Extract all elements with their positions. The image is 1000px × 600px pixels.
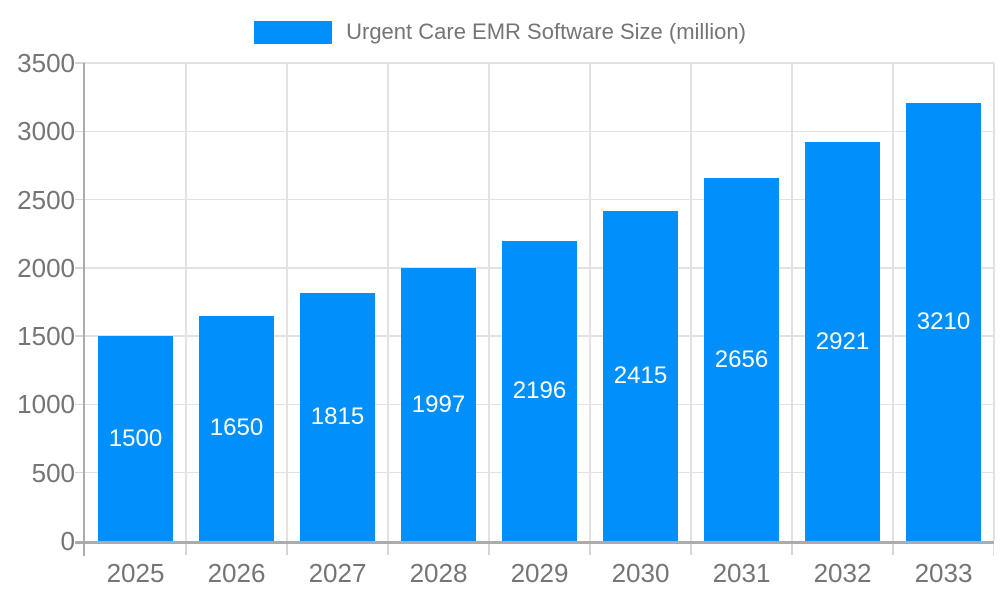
legend[interactable]: Urgent Care EMR Software Size (million)	[0, 18, 1000, 46]
y-axis-tick	[75, 198, 85, 201]
legend-label: Urgent Care EMR Software Size (million)	[346, 19, 746, 44]
y-axis-label: 0	[60, 526, 75, 556]
x-axis-label: 2025	[106, 558, 165, 588]
x-axis-label: 2030	[611, 558, 670, 588]
x-axis-label: 2033	[914, 558, 973, 588]
plot-area: 1500 1650 1815 1997 2196 2415 2656 2921 3210	[75, 62, 995, 556]
bar-value-label: 2196	[512, 377, 567, 405]
bar-value-label: 2921	[815, 327, 870, 355]
bar[interactable]: 1815	[300, 293, 375, 541]
gridline	[387, 63, 389, 541]
x-axis-label: 2032	[813, 558, 872, 588]
y-axis-label: 3500	[17, 48, 75, 78]
bar-value-label: 3210	[916, 307, 971, 335]
x-axis-tick	[892, 541, 894, 555]
bar[interactable]: 1500	[98, 336, 173, 541]
bar[interactable]: 2921	[805, 142, 880, 541]
bar-value-label: 1815	[310, 403, 365, 431]
gridline	[286, 63, 288, 541]
x-axis-tick	[791, 541, 793, 555]
y-axis-tick	[75, 403, 85, 406]
x-axis-label: 2029	[510, 558, 569, 588]
bar[interactable]: 1650	[199, 315, 274, 541]
bar-value-label: 2415	[613, 362, 668, 390]
y-axis-label: 1000	[17, 389, 75, 420]
y-axis-line	[83, 63, 85, 556]
y-axis-label: 3000	[17, 116, 75, 147]
x-axis-tick	[286, 541, 288, 555]
gridline	[185, 63, 187, 541]
gridline	[892, 63, 894, 541]
gridline	[85, 62, 994, 64]
y-axis-tick	[75, 267, 85, 269]
y-axis-label: 2500	[17, 184, 75, 215]
bar-value-label: 1500	[108, 424, 163, 452]
x-axis-tick	[488, 541, 490, 555]
x-axis-label: 2031	[712, 558, 771, 588]
bar[interactable]: 1997	[401, 268, 476, 541]
legend-swatch	[254, 20, 333, 44]
bar[interactable]: 2415	[603, 211, 678, 541]
y-axis-label: 2000	[17, 252, 75, 283]
x-axis-tick	[690, 541, 692, 555]
gridline	[589, 63, 591, 541]
bar-value-label: 1650	[209, 414, 264, 442]
gridline	[85, 130, 994, 133]
bar-value-label: 1997	[411, 390, 466, 418]
y-axis-label: 1500	[17, 321, 75, 352]
gridline	[488, 63, 490, 541]
bar[interactable]: 3210	[906, 102, 981, 541]
x-axis-line	[75, 541, 994, 544]
y-axis-tick	[75, 130, 85, 133]
x-axis-label: 2028	[409, 558, 468, 588]
bar[interactable]: 2196	[502, 241, 577, 541]
x-axis-tick	[589, 541, 591, 555]
gridline	[690, 63, 692, 541]
plot-right-border	[992, 63, 994, 556]
gridline	[993, 63, 995, 541]
x-axis-label: 2026	[207, 558, 266, 588]
y-axis-tick	[75, 471, 85, 474]
x-axis-tick	[185, 541, 187, 555]
x-axis-tick	[387, 541, 389, 555]
y-axis-tick	[75, 62, 85, 64]
y-axis-label: 500	[31, 457, 75, 488]
bar[interactable]: 2656	[704, 178, 779, 541]
y-axis-tick	[75, 335, 85, 337]
gridline	[791, 63, 793, 541]
bar-value-label: 2656	[714, 345, 769, 373]
x-axis-label: 2027	[308, 558, 367, 588]
gridline	[85, 198, 994, 201]
